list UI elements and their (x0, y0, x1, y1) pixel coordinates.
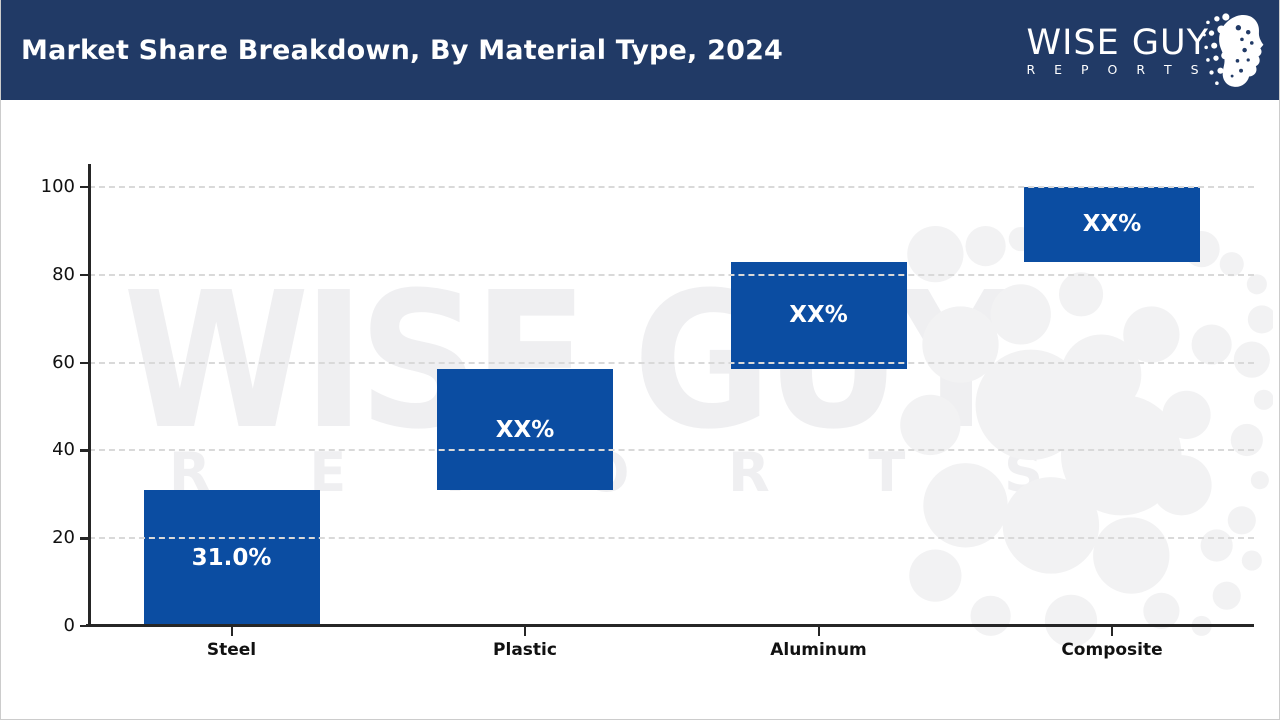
plot-region: WISE GUY R E P O R T S (1, 100, 1279, 719)
y-tick-label: 80 (52, 263, 75, 285)
y-tick-mark (80, 537, 89, 540)
y-axis-line (88, 164, 91, 627)
logo-text-wiseguy: WISE GUY (1026, 22, 1209, 63)
y-tick-mark (80, 186, 89, 189)
gridline-80 (89, 273, 1254, 276)
x-tick-mark (524, 627, 527, 636)
y-tick-label: 40 (52, 439, 75, 461)
bar-value-label-aluminum: XX% (789, 302, 848, 329)
logo-text-reports: R E P O R T S (1026, 62, 1207, 78)
bar-value-label-steel: 31.0% (191, 544, 272, 571)
x-tick-mark (817, 627, 820, 636)
y-tick-label: 100 (40, 176, 75, 197)
y-tick-mark (80, 625, 89, 628)
x-tick-mark (1111, 627, 1114, 636)
bar-composite (1024, 187, 1200, 262)
x-category-label-composite: Composite (1061, 640, 1163, 660)
bar-plastic (437, 369, 613, 490)
gridline-40 (89, 449, 1254, 452)
bar-aluminum (730, 261, 907, 370)
chart-title: Market Share Breakdown, By Material Type… (21, 34, 784, 66)
bar-value-label-composite: XX% (1082, 211, 1142, 238)
y-tick-mark (80, 273, 89, 277)
gridline-60 (89, 361, 1254, 364)
wise-guy-logo: WISE GUY R E P O R T S (1026, 6, 1267, 96)
y-tick-mark (80, 361, 89, 364)
x-tick-mark (230, 627, 233, 636)
gridline-20 (89, 537, 1254, 540)
y-tick-label: 60 (52, 351, 75, 373)
y-tick-mark (80, 449, 89, 452)
y-tick-label: 0 (63, 615, 75, 636)
bar-steel (143, 489, 320, 626)
bar-value-label-plastic: XX% (495, 416, 555, 443)
header: Market Share Breakdown, By Material Type… (1, 0, 1279, 100)
logo-wordmark: WISE GUY R E P O R T S (1026, 22, 1209, 78)
x-category-label-steel: Steel (206, 640, 257, 660)
watermark-face-icon (900, 224, 1273, 647)
x-category-label-plastic: Plastic (493, 640, 557, 660)
logo-face-icon (1202, 13, 1264, 87)
x-axis-line (86, 624, 1254, 627)
y-tick-label: 20 (52, 527, 75, 549)
gridline-100 (89, 186, 1254, 188)
x-category-label-aluminum: Aluminum (770, 640, 867, 660)
